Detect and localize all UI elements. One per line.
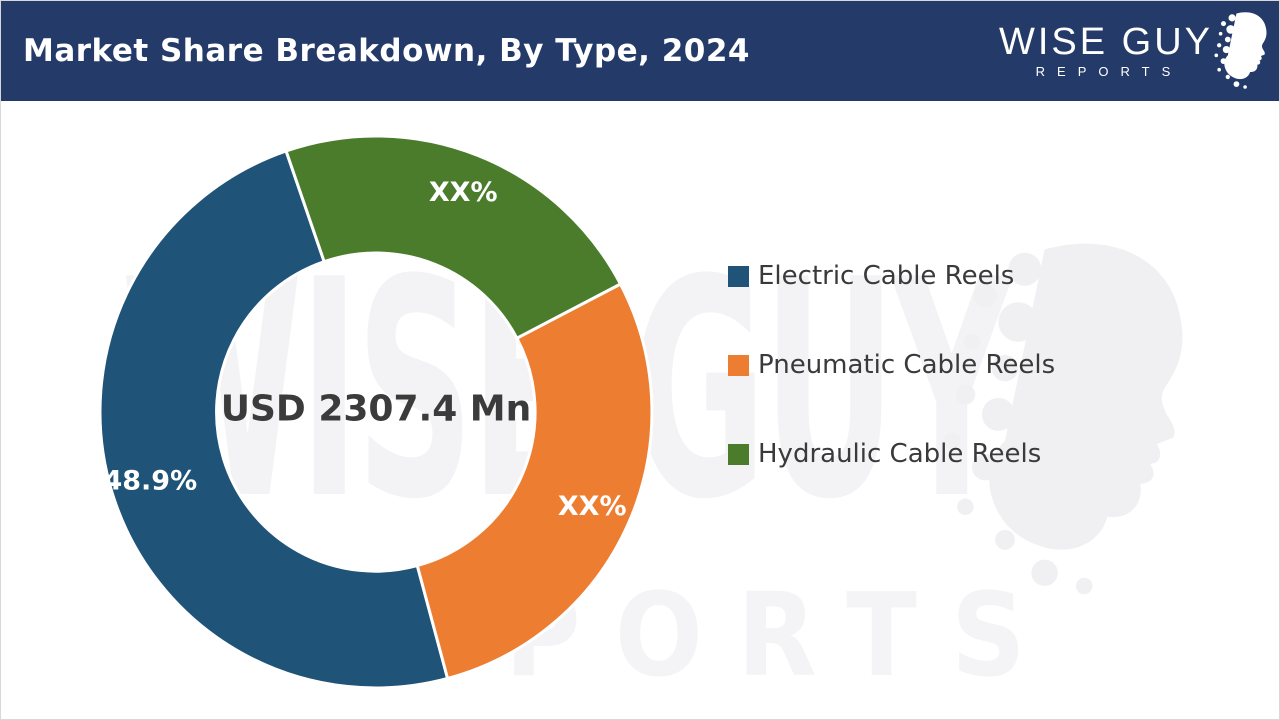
- donut-segment: [284, 134, 622, 340]
- legend-item-pneumatic: Pneumatic Cable Reels: [728, 350, 1055, 380]
- legend-item-hydraulic: Hydraulic Cable Reels: [728, 439, 1055, 469]
- donut-center-label: USD 2307.4 Mn: [221, 389, 531, 430]
- logo-text: WISE GUY REPORTS: [999, 23, 1213, 79]
- legend-label: Electric Cable Reels: [758, 261, 1015, 291]
- legend-swatch-hydraulic: [728, 443, 749, 465]
- legend-swatch-electric: [728, 265, 749, 287]
- donut-segment: [98, 149, 450, 690]
- page-title: Market Share Breakdown, By Type, 2024: [23, 33, 751, 69]
- donut-segment: [415, 282, 654, 680]
- logo-wordmark: WISE GUY: [998, 21, 1213, 63]
- wise-guy-reports-logo: WISE GUY REPORTS: [999, 6, 1271, 96]
- legend-label: Hydraulic Cable Reels: [758, 439, 1042, 469]
- chart-area: WISE GUY REPORTS 48.9% XX% XX% USD 2307.4 M…: [1, 101, 1280, 719]
- segment-value-label: XX%: [558, 491, 627, 522]
- legend-label: Pneumatic Cable Reels: [758, 350, 1056, 380]
- legend-swatch-pneumatic: [728, 354, 749, 376]
- chart-legend: Electric Cable Reels Pneumatic Cable Ree…: [728, 261, 1055, 528]
- face-dots-icon: [1199, 6, 1271, 96]
- segment-value-label: XX%: [429, 177, 498, 208]
- watermark-subtitle: REPORTS: [286, 569, 1060, 703]
- donut-chart: 48.9% XX% XX% USD 2307.4 Mn: [98, 134, 654, 690]
- legend-item-electric: Electric Cable Reels: [728, 261, 1055, 291]
- logo-subtitle: REPORTS: [1035, 64, 1183, 79]
- segment-value-label: 48.9%: [103, 466, 197, 497]
- header-bar: Market Share Breakdown, By Type, 2024 WI…: [1, 1, 1279, 101]
